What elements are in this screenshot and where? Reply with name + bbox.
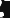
Text: In C₃O₂ , the hybridization state of C is–: In C₃O₂ , the hybridization state of C i… [2, 7, 10, 18]
Text: (4)  1s-3p: (4) 1s-3p [6, 12, 10, 18]
Text: (1)  1s–2p: (1) 1s–2p [2, 11, 10, 18]
Text: (3)  Trigonal planar: (3) Trigonal planar [2, 16, 10, 18]
Text: (4): (4) [2, 4, 10, 18]
Text: (1)  sp²: (1) sp² [2, 8, 10, 18]
Text: Which of the following obeys octet rule :: Which of the following obeys octet rule … [2, 5, 10, 18]
Text: 55.: 55. [1, 13, 10, 18]
Bar [2, 2, 3, 3]
Text: (4)  Tetrahedral: (4) Tetrahedral [2, 17, 10, 18]
Bar [2, 3, 3, 4]
Text: (2)  PCl₃: (2) PCl₃ [6, 6, 10, 18]
Text: (1)  BF₃: (1) BF₃ [2, 6, 10, 18]
Text: (3)  PCl₅: (3) PCl₅ [2, 6, 10, 18]
Text: (2): (2) [2, 2, 10, 18]
Text: (3)  1s-4p: (3) 1s-4p [2, 12, 10, 18]
Text: If inter nuclear axis "X-axis" in HCl molecule,: If inter nuclear axis "X-axis" in HCl mo… [2, 10, 10, 18]
Text: (4)  dsp²: (4) dsp² [6, 9, 10, 18]
Text: (1)  Square pyramidal: (1) Square pyramidal [2, 15, 10, 18]
Text: :-: :- [2, 11, 10, 18]
Bar [5, 3, 6, 4]
Text: central atom. The arrangement of lone pair as: central atom. The arrangement of lone pa… [2, 14, 10, 18]
Text: (4)  SF₆: (4) SF₆ [6, 6, 10, 18]
Bar [4, 3, 5, 4]
Text: then the bond is formed by the overlapping of: then the bond is formed by the overlappi… [2, 10, 10, 18]
Bar [3, 3, 4, 4]
Bar [4, 2, 5, 3]
Text: (2)  Linear: (2) Linear [2, 15, 10, 18]
Text: second excitation state of Iodine:: second excitation state of Iodine: [2, 1, 10, 18]
Text: (1): (1) [2, 2, 10, 18]
Text: (2)  sp: (2) sp [6, 8, 10, 18]
Bar [3, 2, 4, 3]
Text: well as bond pair is:-: well as bond pair is:- [2, 14, 10, 18]
Text: Which of the following configuration shows: Which of the following configuration sho… [2, 0, 10, 18]
Text: (3): (3) [2, 3, 10, 18]
Text: (2)  1s-3pₓ: (2) 1s-3pₓ [6, 11, 10, 18]
Bar [5, 2, 6, 3]
Text: 53.: 53. [1, 7, 10, 18]
Text: (2)  1s-3p: (2) 1s-3p [6, 11, 10, 18]
Text: 54.: 54. [1, 10, 10, 18]
Text: (3)  1s-4pᵧ: (3) 1s-4pᵧ [2, 12, 10, 18]
Text: A molecule contains 2σ, 2π & 1 lone pair at: A molecule contains 2σ, 2π & 1 lone pair… [2, 13, 10, 18]
Text: (1)  1s–2p: (1) 1s–2p [2, 11, 10, 18]
Text: (4)  1s-3pᵢ: (4) 1s-3pᵢ [6, 12, 10, 18]
Text: 51.: 51. [1, 0, 10, 18]
Text: (3)  sp³: (3) sp³ [2, 9, 10, 18]
Text: 52.: 52. [1, 5, 10, 18]
